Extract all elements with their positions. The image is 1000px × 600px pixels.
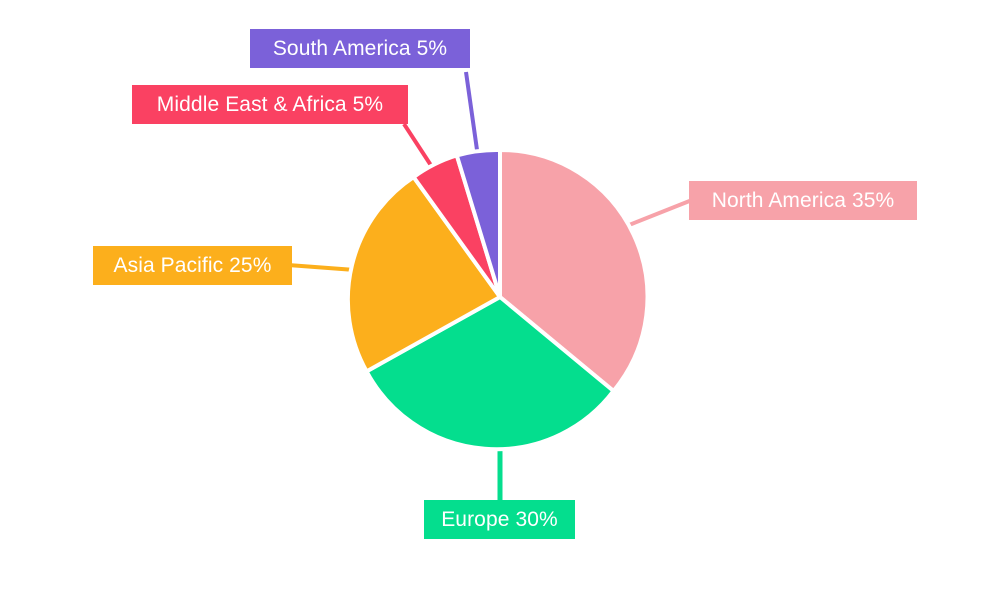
pie-slice-asia-pacific bbox=[345, 174, 503, 375]
pie-label-asia-pacific[interactable]: Asia Pacific 25% bbox=[93, 246, 292, 285]
pie-label-north-america[interactable]: North America 35% bbox=[689, 181, 917, 220]
pie-label-south-america[interactable]: South America 5% bbox=[250, 29, 470, 68]
leader-line-south-america bbox=[464, 71, 480, 158]
pie-slice-south-america bbox=[454, 147, 502, 298]
pie-slice-north-america bbox=[498, 147, 650, 394]
pie-slice-europe bbox=[363, 294, 617, 452]
pie-label-middle-east-africa-text: Middle East & Africa 5% bbox=[156, 93, 384, 116]
leader-line-north-america bbox=[618, 198, 693, 231]
leader-line-middle-east-africa bbox=[402, 122, 436, 172]
pie-slices bbox=[345, 147, 650, 452]
pie-label-europe-text: Europe 30% bbox=[441, 508, 558, 531]
pie-label-south-america-text: South America 5% bbox=[272, 37, 448, 60]
pie-label-north-america-text: North America 35% bbox=[711, 189, 895, 212]
pie-label-europe[interactable]: Europe 30% bbox=[424, 500, 575, 539]
leader-line-asia-pacific bbox=[287, 263, 356, 272]
pie-label-asia-pacific-text: Asia Pacific 25% bbox=[113, 254, 272, 277]
pie-label-middle-east-africa[interactable]: Middle East & Africa 5% bbox=[132, 85, 408, 124]
